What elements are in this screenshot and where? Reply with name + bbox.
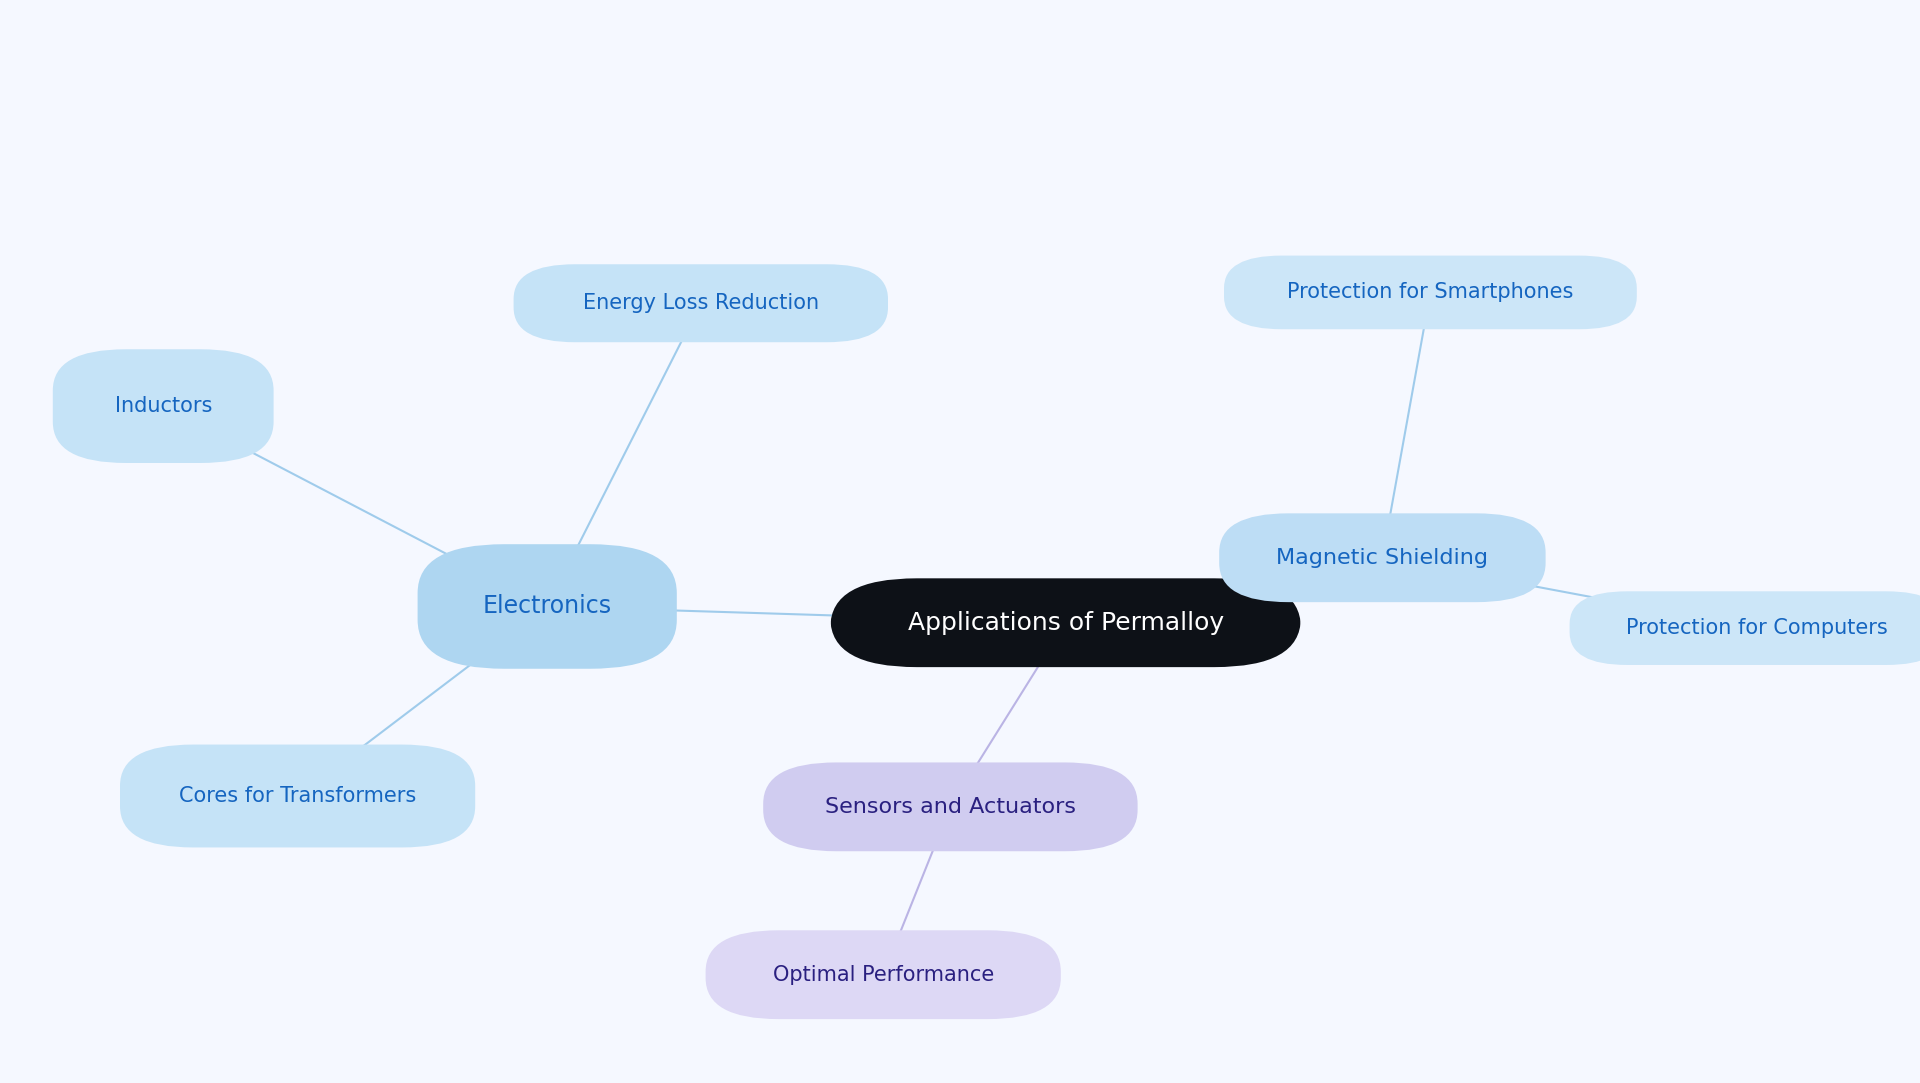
FancyBboxPatch shape (1219, 513, 1546, 602)
FancyBboxPatch shape (1225, 256, 1636, 329)
FancyBboxPatch shape (54, 349, 275, 464)
Text: Sensors and Actuators: Sensors and Actuators (826, 797, 1075, 817)
FancyBboxPatch shape (119, 745, 476, 847)
Text: Optimal Performance: Optimal Performance (772, 965, 995, 984)
Text: Protection for Smartphones: Protection for Smartphones (1286, 283, 1574, 302)
Text: Applications of Permalloy: Applications of Permalloy (908, 611, 1223, 635)
FancyBboxPatch shape (762, 762, 1137, 851)
Text: Electronics: Electronics (482, 595, 612, 618)
FancyBboxPatch shape (1569, 591, 1920, 665)
Text: Protection for Computers: Protection for Computers (1626, 618, 1887, 638)
Text: Energy Loss Reduction: Energy Loss Reduction (584, 293, 818, 313)
FancyBboxPatch shape (707, 930, 1060, 1019)
Text: Magnetic Shielding: Magnetic Shielding (1277, 548, 1488, 567)
FancyBboxPatch shape (417, 544, 676, 668)
Text: Cores for Transformers: Cores for Transformers (179, 786, 417, 806)
FancyBboxPatch shape (831, 578, 1302, 667)
Text: Inductors: Inductors (115, 396, 211, 416)
FancyBboxPatch shape (513, 264, 887, 342)
